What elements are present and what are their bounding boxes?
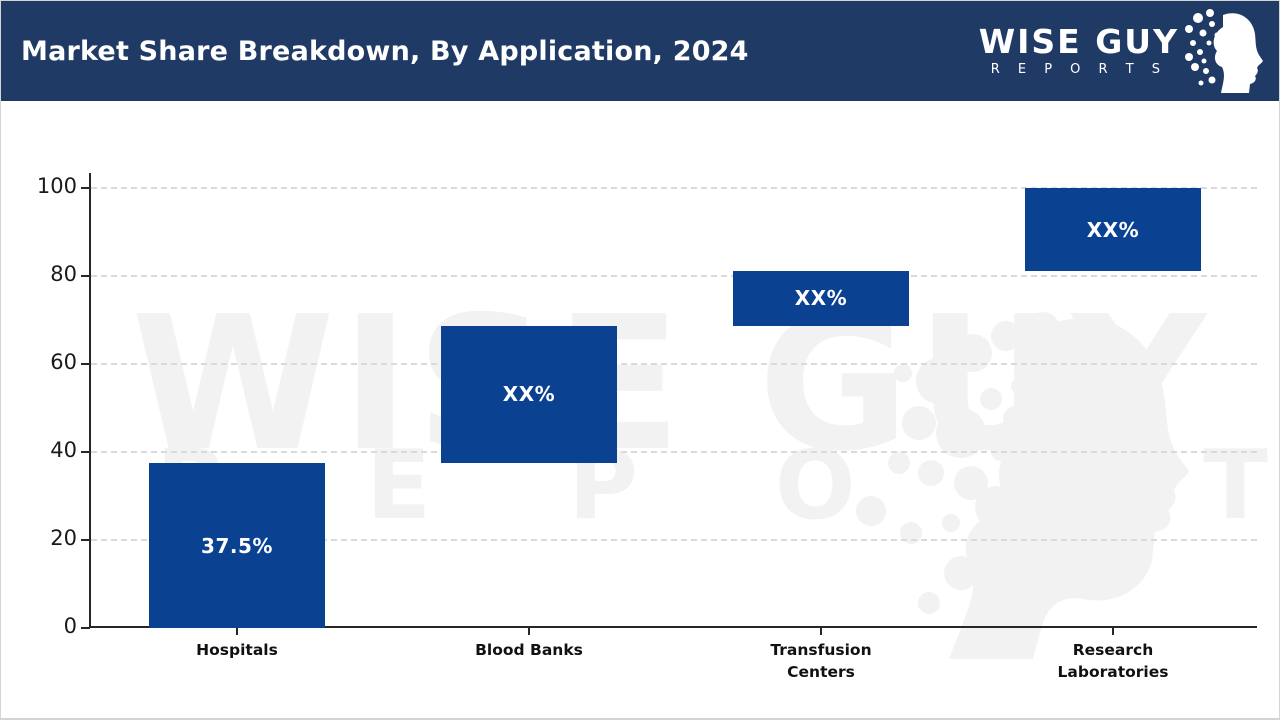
y-tick-label-20: 20 bbox=[50, 526, 77, 551]
bar-value-label: 37.5% bbox=[201, 533, 273, 558]
x-tick-mark-3 bbox=[1112, 628, 1114, 635]
bar-value-label: XX% bbox=[1086, 217, 1140, 242]
x-category-label-0: Hospitals bbox=[142, 640, 332, 662]
y-tick-label-0: 0 bbox=[63, 614, 77, 638]
y-tick-mark-60 bbox=[81, 363, 90, 366]
y-tick-label-60: 60 bbox=[50, 350, 77, 375]
x-category-label-line: Hospitals bbox=[196, 641, 278, 659]
x-category-label-line: Blood Banks bbox=[475, 641, 583, 659]
plot-area: 0 20 40 60 80 100 37.5% Hospitals XX% Blood Banks… bbox=[37, 173, 1257, 681]
x-category-label-2: Transfusion Centers bbox=[726, 640, 916, 683]
gridline-80 bbox=[91, 275, 1257, 278]
y-tick-label-80: 80 bbox=[50, 262, 77, 287]
bar-value-label: XX% bbox=[794, 286, 848, 311]
header-bar: Market Share Breakdown, By Application, … bbox=[1, 1, 1279, 101]
watermark-face-icon bbox=[856, 312, 1189, 659]
wiseguy-face-icon bbox=[1185, 9, 1263, 94]
y-tick-label-100: 100 bbox=[36, 174, 77, 199]
x-category-label-line: Laboratories bbox=[1057, 662, 1169, 681]
gridline-40 bbox=[91, 451, 1257, 454]
gridline-20 bbox=[91, 539, 1257, 542]
x-category-label-1: Blood Banks bbox=[434, 640, 624, 662]
brand-subtitle: R E P O R T S bbox=[990, 61, 1168, 77]
x-category-label-line: Research bbox=[1072, 641, 1154, 659]
x-tick-mark-2 bbox=[820, 628, 822, 635]
page-title: Market Share Breakdown, By Application, … bbox=[21, 35, 749, 67]
bar-research-laboratories: XX% bbox=[1025, 188, 1201, 271]
x-category-label-line: Centers bbox=[787, 662, 855, 681]
y-tick-mark-100 bbox=[81, 187, 90, 190]
bar-hospitals: 37.5% bbox=[149, 463, 325, 628]
x-tick-mark-1 bbox=[528, 628, 530, 635]
y-tick-mark-0 bbox=[81, 627, 90, 629]
brand-wordmark: WISE GUY R E P O R T S bbox=[979, 25, 1179, 77]
y-tick-label-40: 40 bbox=[50, 438, 77, 463]
chart-canvas: WISE GUY R E P O R T S 02040608010037.5%… bbox=[1, 101, 1279, 718]
bar-value-label: XX% bbox=[502, 382, 556, 407]
bar-transfusion-centers: XX% bbox=[733, 270, 909, 326]
y-tick-mark-40 bbox=[81, 451, 90, 454]
brand-logo: WISE GUY R E P O R T S bbox=[979, 7, 1265, 95]
x-category-label-line: Transfusion bbox=[770, 641, 872, 659]
gridline-100 bbox=[91, 187, 1257, 190]
brand-name: WISE GUY bbox=[978, 22, 1179, 62]
bar-blood-banks: XX% bbox=[441, 325, 617, 464]
x-category-label-3: Research Laboratories bbox=[1018, 640, 1208, 683]
y-tick-mark-80 bbox=[81, 275, 90, 278]
y-tick-mark-20 bbox=[81, 539, 90, 542]
gridline-60 bbox=[91, 363, 1257, 366]
x-tick-mark-0 bbox=[236, 628, 238, 635]
